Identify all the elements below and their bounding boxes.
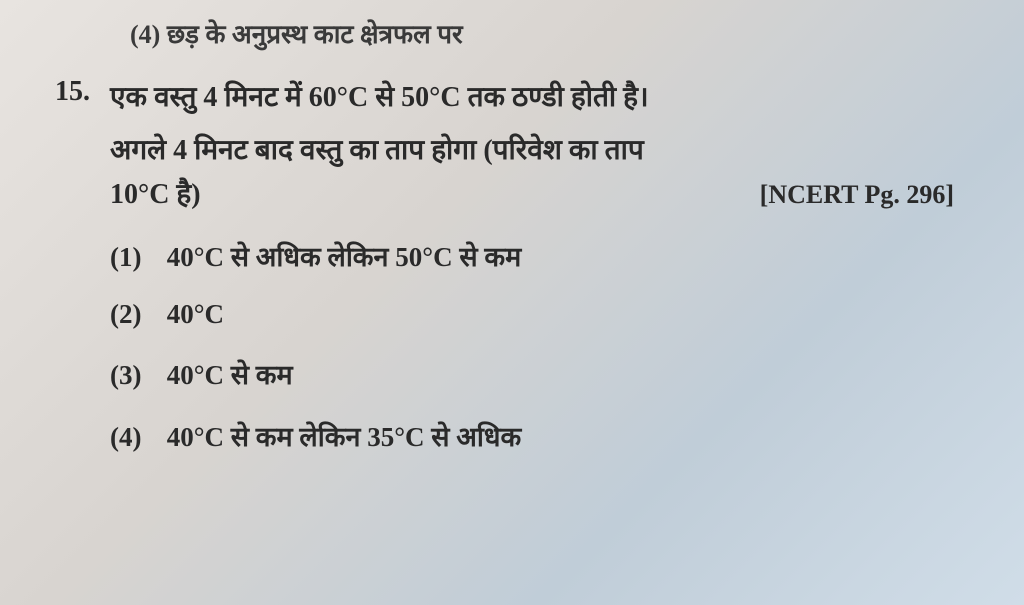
option-4-label: (4)	[110, 422, 160, 453]
option-1-label: (1)	[110, 242, 160, 273]
option-1-text: 40°C से अधिक लेकिन 50°C से कम	[167, 242, 521, 272]
previous-question-option-4: (4) छड़ के अनुप्रस्थ काट क्षेत्रफल पर	[130, 15, 984, 51]
question-number: 15.	[40, 76, 110, 108]
question-line-3: 10°C है)	[110, 174, 201, 212]
prev-option-label: (4)	[130, 20, 160, 49]
option-3-text: 40°C से कम	[167, 360, 293, 390]
option-2: (2) 40°C	[110, 299, 984, 330]
question-line-3-container: 10°C है) [NCERT Pg. 296]	[110, 174, 984, 212]
option-2-label: (2)	[110, 299, 160, 330]
ncert-reference: [NCERT Pg. 296]	[760, 180, 984, 210]
option-2-text: 40°C	[167, 299, 224, 329]
option-1: (1) 40°C से अधिक लेकिन 50°C से कम	[110, 237, 984, 274]
option-3: (3) 40°C से कम	[110, 355, 984, 392]
option-4-text: 40°C से कम लेकिन 35°C से अधिक	[167, 422, 521, 452]
option-3-label: (3)	[110, 360, 160, 391]
option-4: (4) 40°C से कम लेकिन 35°C से अधिक	[110, 417, 984, 454]
prev-option-text: छड़ के अनुप्रस्थ काट क्षेत्रफल पर	[167, 20, 463, 49]
question-line-1: एक वस्तु 4 मिनट में 60°C से 50°C तक ठण्ड…	[110, 76, 984, 121]
page-container: (4) छड़ के अनुप्रस्थ काट क्षेत्रफल पर 15…	[40, 15, 984, 590]
question-block: 15. एक वस्तु 4 मिनट में 60°C से 50°C तक …	[40, 76, 984, 212]
question-line-2: अगले 4 मिनट बाद वस्तु का ताप होगा (परिवे…	[110, 129, 984, 174]
question-first-row: 15. एक वस्तु 4 मिनट में 60°C से 50°C तक …	[40, 76, 984, 121]
